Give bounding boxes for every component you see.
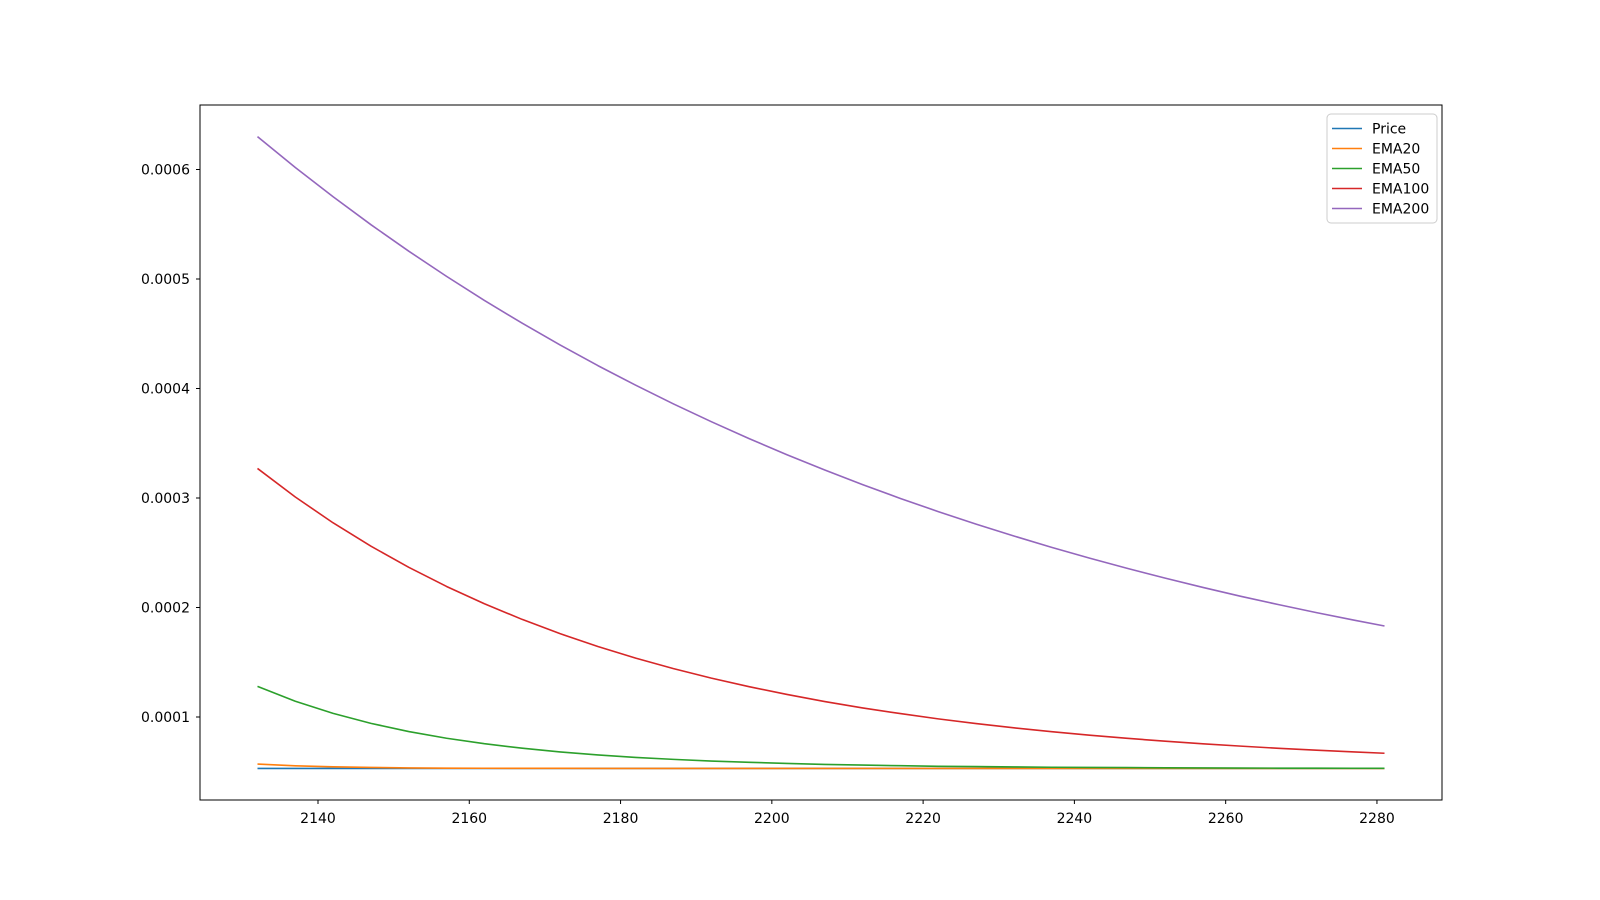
x-tick-label: 2260 <box>1208 811 1244 827</box>
legend-item-ema200: EMA200 <box>1332 202 1429 218</box>
legend-label: EMA20 <box>1372 142 1420 158</box>
x-tick-label: 2220 <box>905 811 941 827</box>
y-tick-label: 0.0003 <box>141 491 190 507</box>
legend-label: EMA100 <box>1372 182 1429 198</box>
y-tick-label: 0.0001 <box>141 710 190 726</box>
series-line-ema200 <box>256 136 1385 627</box>
x-tick-label: 2180 <box>603 811 639 827</box>
legend-item-price: Price <box>1332 122 1406 138</box>
legend-item-ema50: EMA50 <box>1332 162 1420 178</box>
x-tick-label: 2280 <box>1359 811 1395 827</box>
x-tick-label: 2240 <box>1057 811 1093 827</box>
legend-item-ema100: EMA100 <box>1332 182 1429 198</box>
legend: Price EMA20 EMA50 EMA100 EMA200 <box>1326 113 1438 224</box>
y-tick-label: 0.0006 <box>141 162 190 178</box>
y-tick-label: 0.0005 <box>141 272 190 288</box>
series-line-ema50 <box>257 685 1385 770</box>
legend-label: EMA200 <box>1372 202 1429 218</box>
series-line-ema100 <box>257 467 1385 755</box>
x-tick-label: 2140 <box>300 811 336 827</box>
plot-frame <box>199 104 1443 801</box>
legend-box <box>1326 113 1438 224</box>
x-tick-label: 2160 <box>451 811 487 827</box>
legend-label: EMA50 <box>1372 162 1420 178</box>
x-tick-label: 2200 <box>754 811 790 827</box>
y-tick-label: 0.0004 <box>141 381 190 397</box>
legend-label: Price <box>1372 122 1406 138</box>
y-tick-label: 0.0002 <box>141 600 190 616</box>
legend-item-ema20: EMA20 <box>1332 142 1420 158</box>
